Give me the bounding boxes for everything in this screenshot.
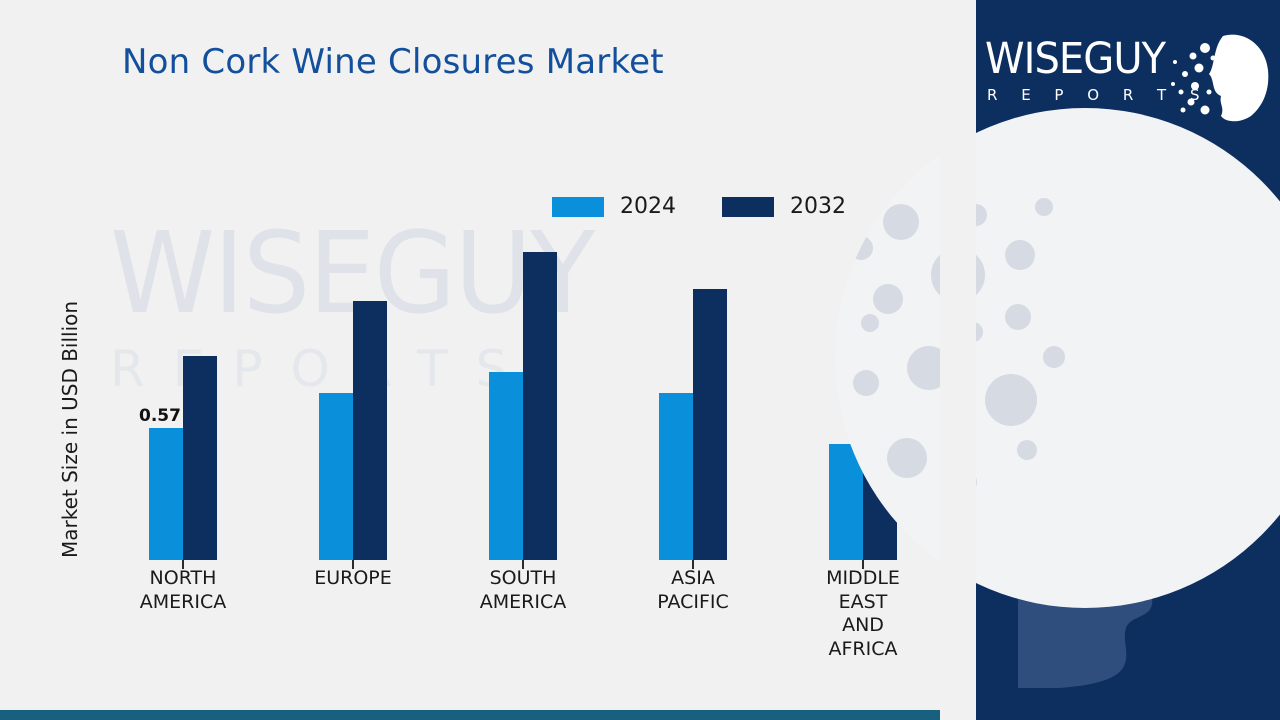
legend-label-2024: 2024 <box>620 194 676 219</box>
logo-wordmark: WISEGUY <box>985 34 1166 84</box>
x-axis-label-2: SOUTH AMERICA <box>479 567 567 613</box>
bubble-pattern <box>835 108 1280 608</box>
x-axis-label-3: ASIA PACIFIC <box>657 567 729 613</box>
logo-subtitle: R E P O R T S <box>987 86 1209 104</box>
bar-2024-1[interactable] <box>319 393 353 560</box>
chart-area: WISEGUY REPORTS Non Cork Wine Closures M… <box>0 42 960 720</box>
x-axis-tick <box>182 560 184 569</box>
legend-swatch-2032 <box>722 196 774 217</box>
footer-accent-bar <box>0 710 960 720</box>
x-axis-label-4: MIDDLE EAST AND AFRICA <box>826 567 900 660</box>
legend-item-2024[interactable]: 2024 <box>552 194 676 219</box>
bar-2024-2[interactable] <box>489 372 523 560</box>
panel-left-gutter <box>940 0 976 720</box>
bar-2032-0[interactable] <box>183 356 217 560</box>
legend-swatch-2024 <box>552 196 604 217</box>
bar-2032-2[interactable] <box>523 252 557 560</box>
dotted-head-profile-icon <box>1171 34 1269 122</box>
x-axis-tick <box>352 560 354 569</box>
decorative-circle <box>835 108 1280 608</box>
page-title: Non Cork Wine Closures Market <box>122 42 664 82</box>
chart-legend: 2024 2032 <box>552 194 846 219</box>
x-axis-label-1: EUROPE <box>314 567 392 589</box>
bar-value-label: 0.57 <box>139 406 181 426</box>
legend-item-2032[interactable]: 2032 <box>722 194 846 219</box>
bar-2032-1[interactable] <box>353 301 387 560</box>
x-axis-tick <box>692 560 694 569</box>
x-axis-tick <box>522 560 524 569</box>
plot-bars: 0.57 NORTH AMERICA EUROPE SOUTH AMERICA ASIA… <box>139 252 900 660</box>
bar-2024-0[interactable] <box>149 428 183 560</box>
x-axis-label-0: NORTH AMERICA <box>139 567 227 613</box>
bar-2024-3[interactable] <box>659 393 693 560</box>
bar-2032-3[interactable] <box>693 289 727 560</box>
x-axis-tick <box>862 560 864 569</box>
wiseguy-reports-logo: WISEGUY R E P O R T S <box>985 34 1269 126</box>
legend-label-2032: 2032 <box>790 194 846 219</box>
y-axis-label: Market Size in USD Billion <box>58 300 82 558</box>
